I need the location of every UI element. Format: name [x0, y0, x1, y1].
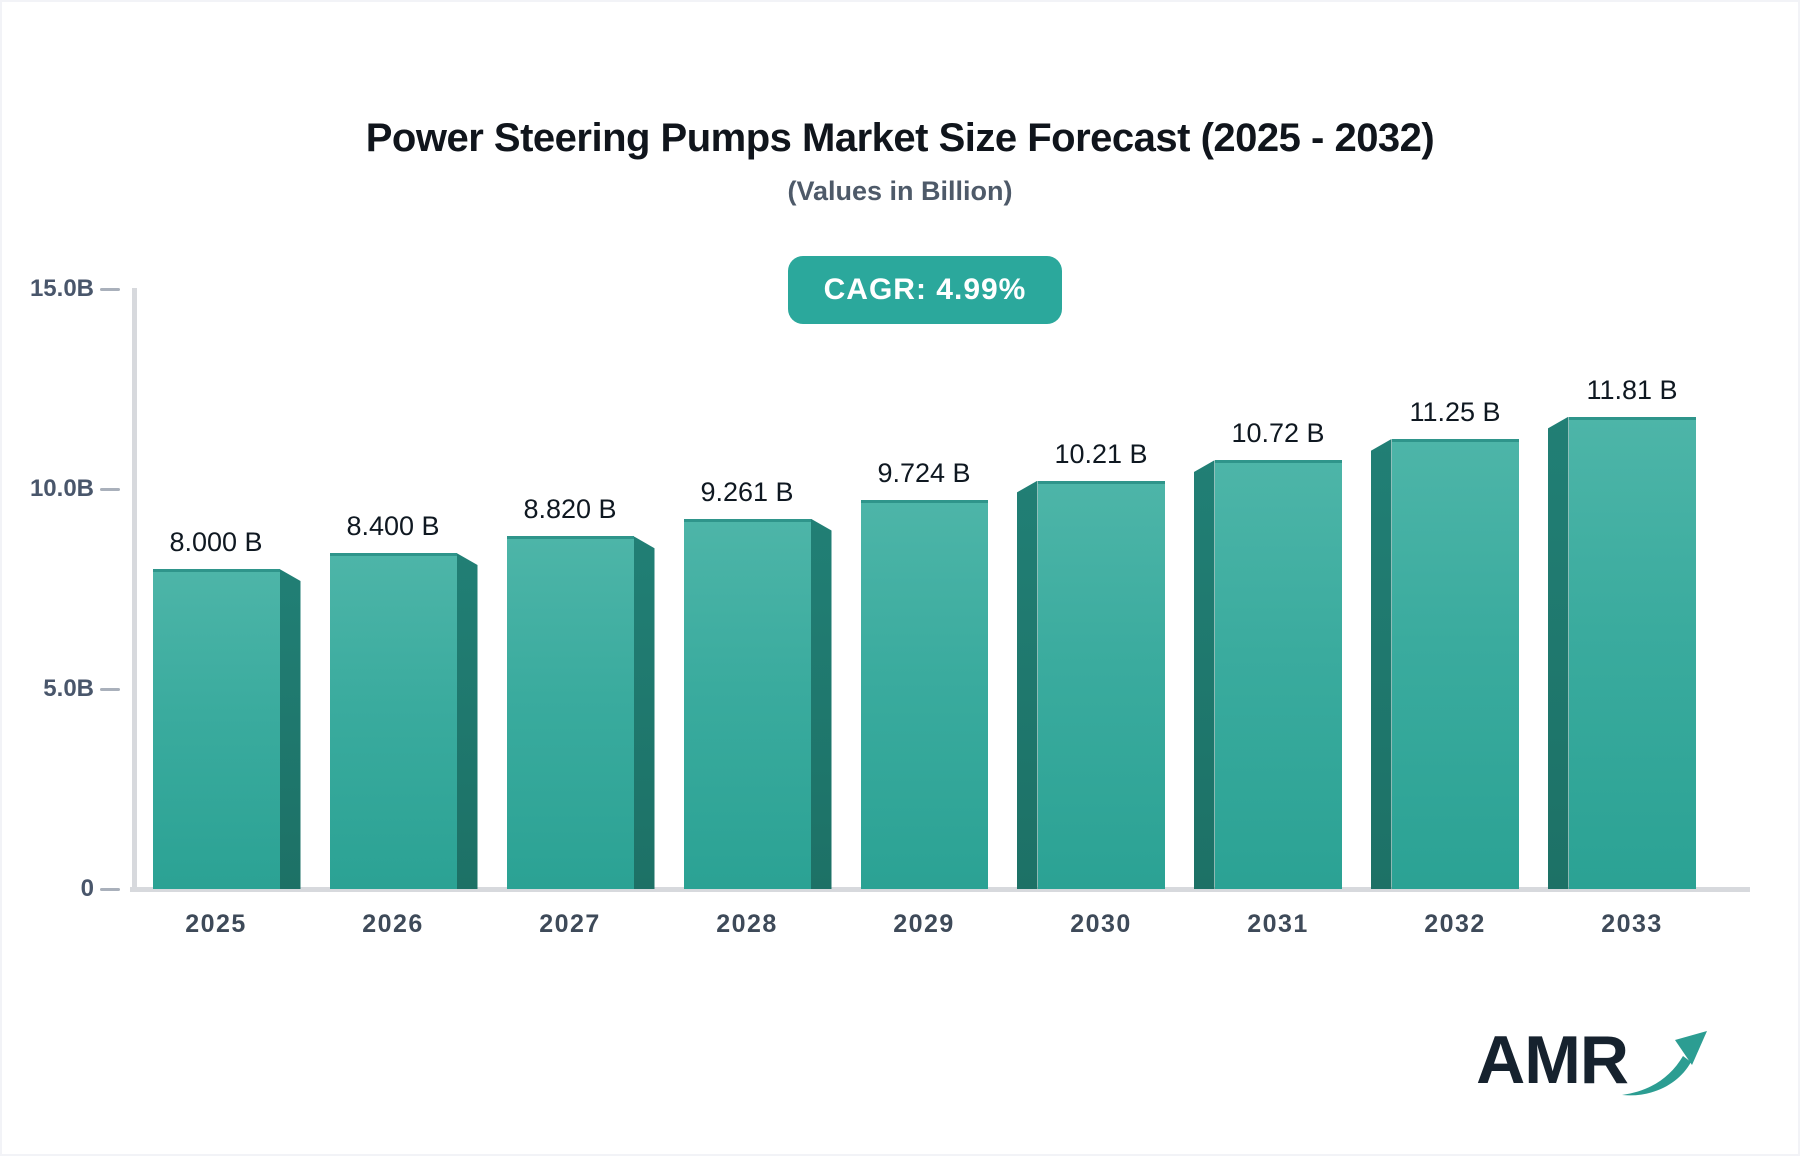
- x-tick-label: 2025: [185, 910, 247, 938]
- bar-value-label: 10.21 B: [1054, 438, 1148, 469]
- bar: [1391, 439, 1519, 889]
- bar: [152, 569, 280, 889]
- x-tick-label: 2032: [1424, 910, 1486, 938]
- bar-side: [1016, 480, 1038, 889]
- x-axis-line: [130, 887, 1750, 892]
- x-tick-label: 2031: [1247, 910, 1309, 938]
- bar: [506, 536, 634, 889]
- x-tick-label: 2026: [362, 910, 424, 938]
- bar-value-label: 9.261 B: [700, 476, 794, 507]
- y-tick: [100, 487, 120, 491]
- bar-value-label: 11.81 B: [1586, 374, 1678, 405]
- y-tick: [100, 687, 120, 691]
- y-tick-label: 15.0B: [29, 275, 94, 302]
- x-tick-label: 2029: [893, 910, 955, 938]
- cagr-badge: CAGR: 4.99%: [788, 256, 1062, 324]
- trend-up-arrow-icon: [1622, 1031, 1707, 1096]
- bar-side: [279, 569, 301, 889]
- y-tick: [100, 287, 120, 291]
- bar-value-label: 10.72 B: [1231, 418, 1325, 449]
- bar: [1568, 416, 1696, 889]
- y-tick-label: 0: [80, 875, 94, 902]
- x-tick-label: 2030: [1070, 910, 1132, 938]
- bar-side: [810, 518, 832, 889]
- amr-logo: AMR: [1476, 1022, 1712, 1104]
- bar-value-label: 8.000 B: [169, 527, 263, 557]
- y-tick: [100, 887, 120, 891]
- bar-side: [1547, 416, 1569, 889]
- bar: [1214, 460, 1342, 889]
- bar: [1037, 480, 1165, 889]
- bar-value-label: 9.724 B: [877, 458, 971, 489]
- bar-value-label: 8.400 B: [346, 511, 440, 541]
- x-tick-label: 2033: [1601, 910, 1663, 938]
- bar-side: [456, 553, 478, 889]
- amr-logo-text: AMR: [1476, 1022, 1629, 1098]
- bar: [329, 553, 457, 889]
- x-tick-label: 2028: [716, 910, 778, 938]
- chart-subtitle: (Values in Billion): [787, 176, 1013, 206]
- bar: [860, 500, 988, 889]
- y-tick-label: 10.0B: [29, 475, 94, 502]
- bar-value-label: 8.820 B: [523, 494, 617, 525]
- chart-title: Power Steering Pumps Market Size Forecas…: [365, 116, 1435, 160]
- y-axis-line: [132, 288, 137, 891]
- bar-side: [1370, 439, 1392, 889]
- bar-side: [1193, 460, 1215, 889]
- y-tick-label: 5.0B: [43, 675, 94, 702]
- bar: [683, 518, 811, 889]
- bar-value-label: 11.25 B: [1409, 397, 1501, 427]
- x-tick-label: 2027: [539, 910, 601, 938]
- bar-side: [633, 536, 655, 889]
